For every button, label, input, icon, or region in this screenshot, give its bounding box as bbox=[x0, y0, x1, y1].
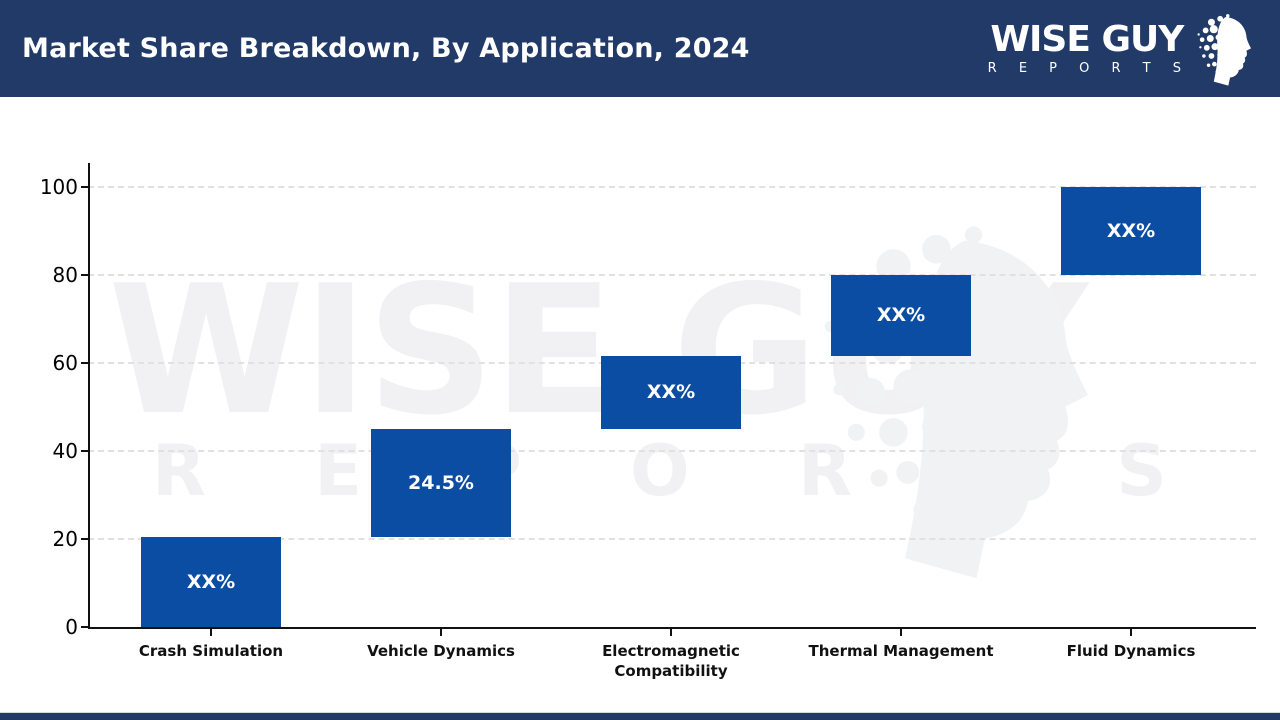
logo-subtitle: R E P O R T S bbox=[987, 60, 1190, 76]
y-gridline bbox=[88, 274, 1256, 276]
x-category-label: Fluid Dynamics bbox=[1066, 642, 1196, 660]
bar-segment bbox=[371, 429, 511, 537]
y-axis-tick bbox=[81, 362, 88, 364]
x-axis-tick bbox=[900, 629, 902, 636]
bar-value-label: 24.5% bbox=[408, 471, 474, 494]
x-axis-tick bbox=[1130, 629, 1132, 636]
footer-bar bbox=[0, 712, 1280, 720]
x-axis-tick bbox=[440, 629, 442, 636]
y-axis-line bbox=[88, 163, 90, 629]
header-bar: Market Share Breakdown, By Application, … bbox=[0, 0, 1280, 97]
y-gridline bbox=[88, 186, 1256, 188]
bar-value-label: XX% bbox=[646, 381, 696, 404]
x-category-label: Vehicle Dynamics bbox=[367, 642, 515, 660]
dotted-head-profile-icon bbox=[1197, 13, 1252, 86]
y-tick-label: 40 bbox=[52, 439, 78, 463]
bar-segment bbox=[1061, 187, 1201, 275]
bar-segment bbox=[601, 355, 741, 429]
y-axis-tick bbox=[81, 538, 88, 540]
x-axis-tick bbox=[670, 629, 672, 636]
logo-wordmark: WISE GUY bbox=[990, 18, 1184, 60]
y-gridline bbox=[88, 538, 1256, 540]
x-category-label: Crash Simulation bbox=[138, 642, 284, 660]
x-category-label: Electromagnetic Compatibility bbox=[602, 642, 740, 680]
bar-segment bbox=[141, 536, 281, 627]
bar-value-label: XX% bbox=[186, 570, 236, 593]
wise-guy-reports-logo: WISE GUY R E P O R T S bbox=[984, 8, 1258, 90]
y-axis-tick bbox=[81, 274, 88, 276]
y-axis-tick bbox=[81, 450, 88, 452]
y-tick-label: 0 bbox=[65, 615, 78, 639]
y-tick-label: 20 bbox=[52, 527, 78, 551]
y-axis-tick bbox=[81, 626, 88, 628]
y-axis-tick bbox=[81, 186, 88, 188]
y-gridline bbox=[88, 450, 1256, 452]
x-axis-line bbox=[88, 627, 1256, 629]
x-axis-tick bbox=[210, 629, 212, 636]
y-tick-label: 60 bbox=[52, 351, 78, 375]
bar-value-label: XX% bbox=[1106, 220, 1156, 242]
bar-segment bbox=[831, 275, 971, 356]
y-tick-label: 80 bbox=[52, 263, 78, 287]
y-tick-label: 100 bbox=[39, 175, 78, 199]
logo-text: WISE GUY R E P O R T S bbox=[984, 18, 1190, 76]
bar-value-label: XX% bbox=[876, 304, 926, 327]
page-title: Market Share Breakdown, By Application, … bbox=[22, 33, 750, 64]
x-category-label: Thermal Management bbox=[808, 642, 994, 660]
